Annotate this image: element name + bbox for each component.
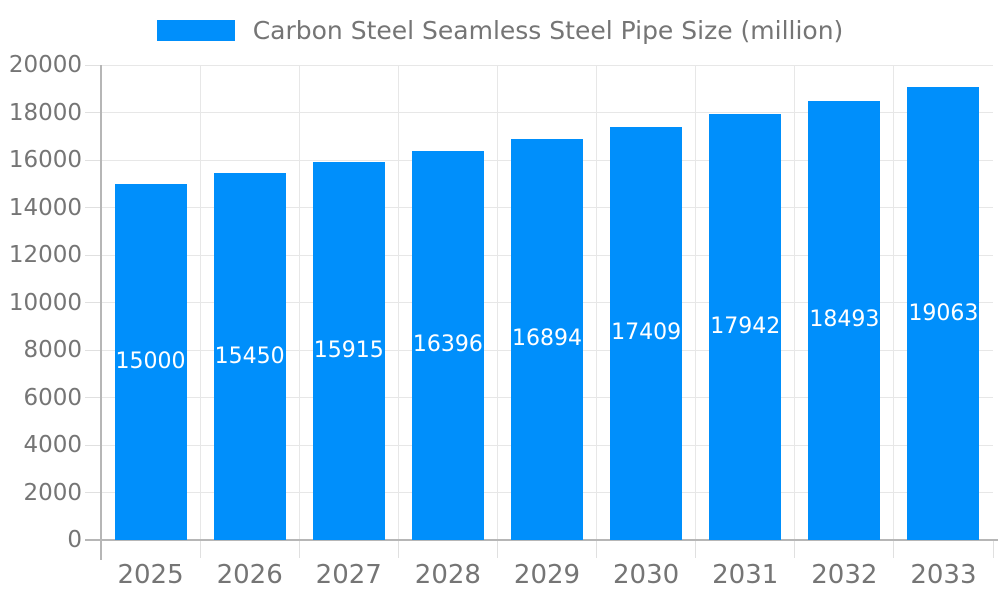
bar-value-label: 17942: [710, 313, 781, 339]
bar-value-label: 16396: [412, 332, 483, 358]
y-axis-label: 18000: [8, 99, 82, 126]
legend-label: Carbon Steel Seamless Steel Pipe Size (m…: [252, 16, 844, 45]
y-axis-tick: [85, 349, 101, 351]
y-axis-label: 0: [67, 527, 82, 553]
y-axis-tick: [85, 254, 101, 256]
x-axis-tick: [992, 540, 994, 558]
bar-value-label: 15450: [214, 343, 285, 369]
y-axis-tick: [85, 112, 101, 113]
bar-value-label: 15000: [115, 348, 186, 374]
bar-value-label: 18493: [809, 307, 880, 333]
gridline-horizontal: [101, 112, 993, 113]
y-axis-label: 6000: [23, 384, 82, 411]
y-axis-label: 12000: [8, 242, 82, 268]
legend[interactable]: Carbon Steel Seamless Steel Pipe Size (m…: [0, 16, 1000, 45]
bar[interactable]: [411, 150, 484, 540]
bar-value-label: 19063: [908, 300, 979, 326]
x-axis-label: 2027: [315, 560, 382, 590]
x-axis-tick: [298, 540, 300, 558]
legend-swatch-icon: [156, 20, 235, 41]
y-axis-label: 8000: [23, 337, 82, 363]
gridline-vertical: [596, 65, 598, 540]
bar[interactable]: [114, 183, 187, 540]
bar[interactable]: [709, 113, 782, 540]
x-axis-label: 2032: [811, 560, 878, 590]
gridline-vertical: [496, 65, 498, 540]
y-axis-label: 16000: [8, 147, 82, 173]
y-axis-tick: [85, 302, 101, 303]
bar-value-label: 17409: [611, 320, 682, 346]
gridline-vertical: [794, 65, 796, 540]
y-axis-tick: [85, 159, 101, 161]
y-axis-label: 20000: [8, 52, 82, 78]
x-axis-label: 2030: [613, 560, 680, 590]
bar[interactable]: [312, 162, 385, 540]
y-axis-tick: [85, 444, 101, 446]
gridline-horizontal: [101, 64, 993, 66]
x-axis-tick: [199, 540, 201, 558]
y-axis-tick: [85, 397, 101, 398]
x-axis-line: [85, 539, 998, 541]
x-axis-label: 2033: [910, 560, 977, 590]
bar[interactable]: [213, 173, 286, 540]
gridline-vertical: [298, 65, 300, 540]
x-axis-tick: [596, 540, 598, 558]
bar[interactable]: [907, 87, 980, 540]
y-axis-label: 4000: [23, 432, 82, 458]
x-axis-label: 2026: [216, 560, 283, 590]
gridline-vertical: [397, 65, 399, 540]
bar-value-label: 16894: [512, 326, 582, 352]
bar-value-label: 15915: [313, 338, 384, 363]
x-axis-tick: [695, 540, 697, 558]
bar[interactable]: [511, 138, 583, 540]
x-axis-label: 2028: [414, 560, 481, 590]
x-axis-tick: [496, 540, 498, 558]
gridline-vertical: [893, 65, 895, 540]
x-axis-label: 2031: [712, 560, 779, 590]
y-axis-line: [100, 65, 102, 560]
gridline-vertical: [199, 65, 201, 540]
gridline-vertical: [695, 65, 697, 540]
y-axis-label: 2000: [23, 479, 82, 506]
y-axis-label: 14000: [8, 194, 82, 221]
y-axis-tick: [85, 207, 101, 208]
x-axis-tick: [794, 540, 796, 558]
x-axis-tick: [397, 540, 399, 558]
x-axis-label: 2029: [513, 560, 581, 590]
x-axis-label: 2025: [117, 560, 184, 590]
y-axis-tick: [85, 64, 101, 66]
bar[interactable]: [808, 100, 881, 540]
y-axis-tick: [85, 492, 101, 493]
x-axis-tick: [893, 540, 895, 558]
y-axis-label: 10000: [8, 289, 82, 316]
bar[interactable]: [610, 126, 683, 540]
